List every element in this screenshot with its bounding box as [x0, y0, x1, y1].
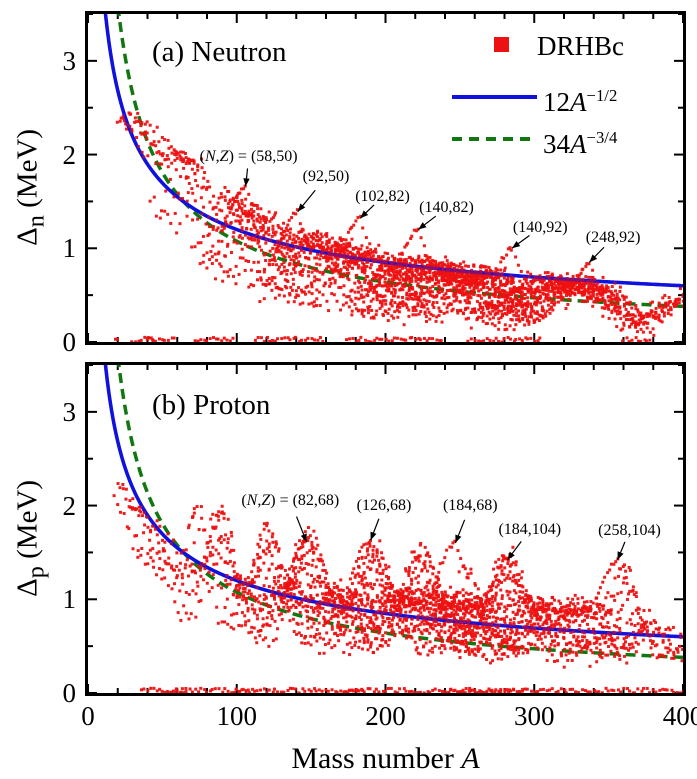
- annotation-label: (102,82): [355, 187, 410, 205]
- legend-12a-var: A: [570, 87, 587, 117]
- x-axis-title-text: Mass number: [291, 742, 462, 775]
- x-axis-title-var: A: [461, 742, 480, 775]
- y-tick-label: 0: [62, 678, 77, 708]
- panel-b-title: (b) Proton: [152, 389, 271, 421]
- annotation-label: (N,Z) = (58,50): [199, 148, 298, 166]
- x-tick-label: 0: [81, 701, 95, 731]
- y-tick-label: 0: [62, 327, 77, 357]
- legend-34a-coef: 34: [543, 129, 570, 159]
- y-tick-label: 3: [62, 45, 77, 76]
- y-tick-label: 1: [62, 233, 77, 264]
- legend-12a-exp: −1/2: [586, 86, 618, 105]
- legend-square-marker: [494, 37, 509, 52]
- y-tick-label: 2: [62, 139, 77, 170]
- y-tick-label: 1: [62, 584, 77, 615]
- legend-dashed-line-marker: [452, 137, 537, 141]
- y-tick-label: 2: [62, 490, 77, 521]
- y-axis-title-b: Δp (MeV): [12, 388, 51, 688]
- delta-subscript: p: [22, 566, 50, 579]
- scatter-canvas-b: [88, 365, 683, 693]
- annotation-label: (140,92): [512, 218, 568, 236]
- annotation-label: (126,68): [356, 496, 412, 514]
- annotation-label: (258,104): [598, 521, 661, 539]
- annotation-label: (248,92): [585, 228, 641, 246]
- x-tick-label: 300: [514, 701, 555, 731]
- scatter-canvas-a: [88, 14, 683, 342]
- annotation-label: (184,68): [442, 496, 498, 514]
- legend-label-12a: 12A−1/2: [543, 81, 617, 117]
- legend-12a-coef: 12: [543, 87, 570, 117]
- delta-subscript: n: [22, 215, 50, 228]
- annotation-label: (N,Z) = (82,68): [241, 491, 340, 509]
- x-tick-label: 400: [662, 701, 697, 731]
- annotation-label: (92,50): [302, 168, 350, 186]
- legend-34a-var: A: [570, 129, 587, 159]
- annotation-label: (140,82): [419, 198, 474, 216]
- panel-b-plot: (N,Z) = (82,68) (126,68) (184,68) (184,104)…: [85, 362, 686, 696]
- x-axis-title: Mass number A: [88, 742, 683, 776]
- legend-34a-exp: −3/4: [586, 128, 618, 147]
- x-tick-label: 200: [365, 701, 406, 731]
- legend-label-34a: 34A−3/4: [543, 123, 617, 159]
- panel-a-title: (a) Neutron: [152, 36, 287, 68]
- y-tick-label: 3: [62, 396, 77, 427]
- panel-a-plot: (N,Z) = (58,50) (92,50) (102,82) (140,82) (1…: [85, 11, 686, 345]
- y-axis-title-a: Δn (MeV): [12, 37, 51, 337]
- annotation-label: (184,104): [498, 520, 562, 538]
- legend-label-drhbc: DRHBc: [537, 31, 624, 61]
- x-tick-label: 100: [216, 701, 258, 731]
- legend-solid-line-marker: [452, 95, 537, 99]
